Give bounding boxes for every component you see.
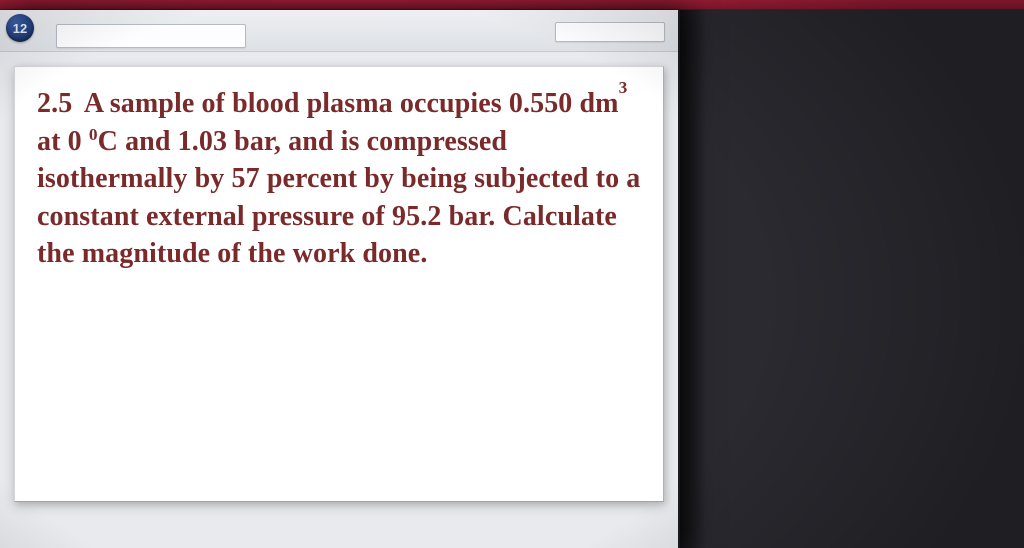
p1-unit: bar bbox=[234, 126, 274, 157]
volume-unit-base: dm bbox=[580, 88, 619, 119]
temp-value: 0 bbox=[68, 126, 82, 157]
screen-frame: 12 2.5 A sample of blood plasma occupies… bbox=[0, 10, 680, 548]
t-s1a: A sample of blood plasma occupies bbox=[84, 88, 502, 119]
t-s1c: and bbox=[125, 126, 170, 157]
t-s1f: . bbox=[488, 201, 495, 232]
temp-unit: C bbox=[98, 126, 118, 157]
problem-text: 2.5 A sample of blood plasma occupies 0.… bbox=[37, 85, 641, 273]
problem-number: 2.5 bbox=[37, 88, 72, 119]
window-titlebar bbox=[0, 0, 1024, 10]
volume-value: 0.550 bbox=[509, 88, 573, 119]
page-number-text: 12 bbox=[13, 21, 27, 36]
page-number-badge[interactable]: 12 bbox=[6, 14, 34, 42]
pext-value: 95.2 bbox=[392, 201, 441, 232]
percent-value: 57 bbox=[232, 163, 260, 194]
problem-card: 2.5 A sample of blood plasma occupies 0.… bbox=[14, 66, 664, 502]
toolbar-input-left[interactable] bbox=[56, 24, 246, 48]
screen-edge-shadow bbox=[680, 10, 706, 548]
toolbar: 12 bbox=[0, 10, 678, 52]
pext-unit: bar bbox=[449, 201, 489, 232]
temp-degree: 0 bbox=[89, 125, 98, 144]
volume-unit-exp: 3 bbox=[619, 78, 628, 97]
p1-value: 1.03 bbox=[178, 126, 227, 157]
toolbar-input-right[interactable] bbox=[555, 22, 665, 42]
t-s1b: at bbox=[37, 126, 61, 157]
